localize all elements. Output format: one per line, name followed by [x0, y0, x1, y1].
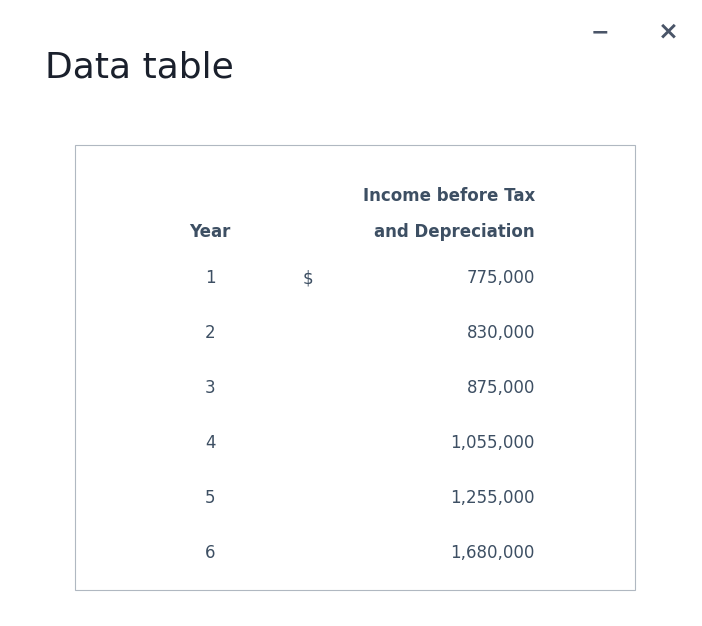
Text: Income before Tax: Income before Tax	[363, 187, 535, 205]
Text: $: $	[303, 269, 313, 287]
Text: 3: 3	[205, 379, 216, 397]
Text: 2: 2	[205, 324, 216, 342]
Text: Data table: Data table	[45, 51, 234, 85]
Text: 6: 6	[205, 544, 216, 562]
Text: 1,255,000: 1,255,000	[451, 489, 535, 507]
Text: 1: 1	[205, 269, 216, 287]
Text: 775,000: 775,000	[467, 269, 535, 287]
Text: ×: ×	[658, 20, 679, 44]
Text: 1,680,000: 1,680,000	[451, 544, 535, 562]
FancyBboxPatch shape	[75, 145, 635, 590]
Text: and Depreciation: and Depreciation	[374, 223, 535, 241]
Text: 1,055,000: 1,055,000	[451, 434, 535, 452]
Text: 830,000: 830,000	[467, 324, 535, 342]
Text: 5: 5	[205, 489, 216, 507]
Text: Year: Year	[190, 223, 231, 241]
Text: −: −	[590, 22, 609, 42]
Text: 4: 4	[205, 434, 216, 452]
Text: 875,000: 875,000	[467, 379, 535, 397]
